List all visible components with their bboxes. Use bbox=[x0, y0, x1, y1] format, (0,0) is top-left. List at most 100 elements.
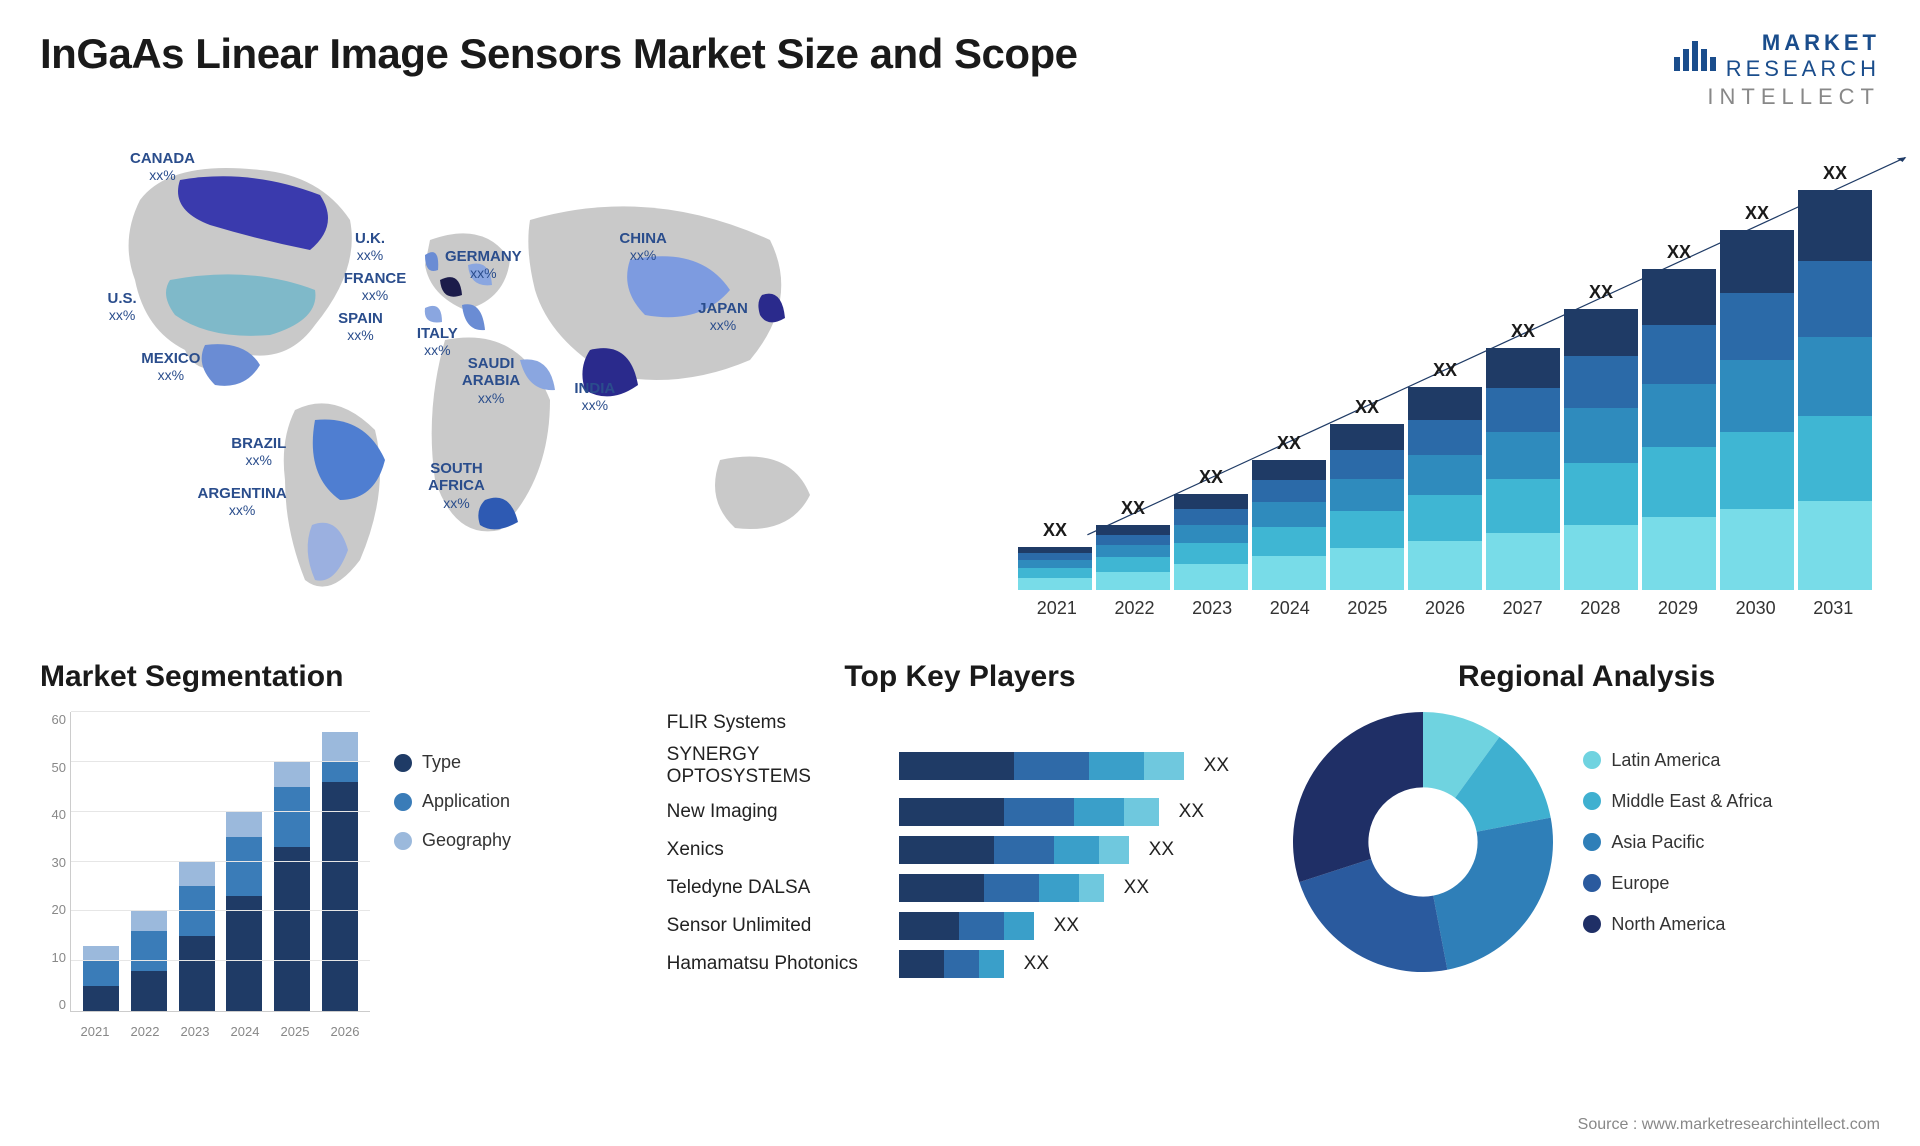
kp-bar bbox=[899, 798, 1159, 826]
map-label-france: FRANCExx% bbox=[344, 270, 407, 305]
growth-bar-segment bbox=[1096, 572, 1170, 590]
seg-bar-segment bbox=[274, 847, 310, 1011]
seg-bar-segment bbox=[179, 862, 215, 887]
regional-panel: Regional Analysis Latin AmericaMiddle Ea… bbox=[1293, 660, 1880, 1042]
growth-bar-label: XX bbox=[1745, 203, 1769, 224]
spain-region bbox=[425, 306, 442, 323]
kp-name: Hamamatsu Photonics bbox=[667, 953, 887, 975]
legend-dot-icon bbox=[394, 832, 412, 850]
regional-legend-item: Latin America bbox=[1583, 750, 1772, 771]
growth-bar-segment bbox=[1018, 578, 1092, 590]
growth-bar-segment bbox=[1330, 450, 1404, 479]
growth-bar-segment bbox=[1564, 356, 1638, 407]
growth-bar-segment bbox=[1174, 509, 1248, 525]
kp-bar-segment bbox=[959, 912, 1004, 940]
seg-bar-2021 bbox=[83, 946, 119, 1011]
growth-bar-2027: XX bbox=[1486, 321, 1560, 590]
seg-ytick: 50 bbox=[40, 760, 66, 775]
growth-bar-segment bbox=[1174, 494, 1248, 509]
seg-bar-segment bbox=[322, 782, 358, 1011]
map-label-uk: U.K.xx% bbox=[355, 230, 385, 265]
kp-bar bbox=[899, 752, 1184, 780]
seg-bar-segment bbox=[83, 961, 119, 986]
growth-bar-segment bbox=[1720, 509, 1794, 590]
kp-bar-segment bbox=[994, 836, 1054, 864]
growth-bar-segment bbox=[1408, 495, 1482, 541]
key-players-panel: Top Key Players FLIR Systems SYNERGY OPTO… bbox=[667, 660, 1254, 1042]
growth-xaxis-tick: 2021 bbox=[1018, 598, 1096, 630]
legend-label: Latin America bbox=[1611, 750, 1720, 771]
source-attribution: Source : www.marketresearchintellect.com bbox=[1578, 1116, 1880, 1134]
seg-bar-segment bbox=[322, 762, 358, 782]
growth-bar-label: XX bbox=[1589, 282, 1613, 303]
growth-bar-segment bbox=[1174, 543, 1248, 565]
seg-ytick: 40 bbox=[40, 807, 66, 822]
kp-value: XX bbox=[1179, 801, 1204, 823]
growth-bar-segment bbox=[1018, 560, 1092, 568]
regional-legend-item: Asia Pacific bbox=[1583, 832, 1772, 853]
kp-value: XX bbox=[1149, 839, 1174, 861]
seg-xtick: 2026 bbox=[331, 1024, 360, 1042]
kp-bar-segment bbox=[1004, 798, 1074, 826]
kp-row: Teledyne DALSAXX bbox=[667, 874, 1254, 902]
kp-name: Sensor Unlimited bbox=[667, 915, 887, 937]
seg-bar-segment bbox=[179, 936, 215, 1011]
key-players-title: Top Key Players bbox=[667, 660, 1254, 694]
seg-bar-segment bbox=[226, 896, 262, 1011]
growth-bar-label: XX bbox=[1433, 360, 1457, 381]
kp-bar-segment bbox=[944, 950, 979, 978]
growth-bar-label: XX bbox=[1823, 163, 1847, 184]
seg-bar-segment bbox=[131, 931, 167, 971]
seg-ytick: 0 bbox=[40, 997, 66, 1012]
legend-label: Middle East & Africa bbox=[1611, 791, 1772, 812]
kp-row: FLIR Systems bbox=[667, 712, 1254, 734]
kp-row: New Imaging XX bbox=[667, 798, 1254, 826]
kp-bar bbox=[899, 836, 1129, 864]
donut-slice bbox=[1300, 859, 1448, 972]
growth-xaxis-tick: 2026 bbox=[1406, 598, 1484, 630]
growth-xaxis-tick: 2029 bbox=[1639, 598, 1717, 630]
map-label-china: CHINAxx% bbox=[619, 230, 667, 265]
growth-bar-segment bbox=[1408, 420, 1482, 456]
kp-name: SYNERGY OPTOSYSTEMS bbox=[667, 744, 887, 788]
growth-bar-2028: XX bbox=[1564, 282, 1638, 590]
growth-bar-2026: XX bbox=[1408, 360, 1482, 590]
regional-legend-item: Middle East & Africa bbox=[1583, 791, 1772, 812]
kp-row: SYNERGY OPTOSYSTEMS XX bbox=[667, 744, 1254, 788]
growth-bar-label: XX bbox=[1043, 520, 1067, 541]
japan-region bbox=[758, 294, 785, 323]
kp-value: XX bbox=[1204, 755, 1229, 777]
kp-bar bbox=[899, 950, 1004, 978]
growth-bar-segment bbox=[1408, 541, 1482, 591]
growth-bar-label: XX bbox=[1277, 433, 1301, 454]
growth-xaxis-tick: 2031 bbox=[1794, 598, 1872, 630]
growth-bar-segment bbox=[1330, 424, 1404, 451]
kp-bar-segment bbox=[979, 950, 1004, 978]
seg-xtick: 2021 bbox=[81, 1024, 110, 1042]
growth-xaxis-tick: 2027 bbox=[1484, 598, 1562, 630]
segmentation-legend: TypeApplicationGeography bbox=[394, 712, 511, 1042]
kp-name: Xenics bbox=[667, 839, 887, 861]
growth-bar-label: XX bbox=[1355, 397, 1379, 418]
growth-bar-2024: XX bbox=[1252, 433, 1326, 590]
world-map-panel: CANADAxx%U.S.xx%MEXICOxx%BRAZILxx%ARGENT… bbox=[40, 130, 940, 630]
growth-bar-segment bbox=[1174, 564, 1248, 590]
kp-bar-segment bbox=[1004, 912, 1034, 940]
kp-bar-segment bbox=[1144, 752, 1184, 780]
growth-bar-segment bbox=[1408, 387, 1482, 420]
growth-bar-segment bbox=[1174, 525, 1248, 543]
kp-row: Xenics XX bbox=[667, 836, 1254, 864]
map-label-brazil: BRAZILxx% bbox=[231, 435, 286, 470]
seg-bar-2025 bbox=[274, 762, 310, 1011]
kp-bar-segment bbox=[1054, 836, 1099, 864]
seg-bar-2023 bbox=[179, 862, 215, 1012]
growth-bar-2022: XX bbox=[1096, 498, 1170, 590]
growth-bar-2031: XX bbox=[1798, 163, 1872, 590]
kp-value: XX bbox=[1024, 953, 1049, 975]
growth-bar-segment bbox=[1330, 479, 1404, 511]
growth-bar-segment bbox=[1720, 293, 1794, 360]
seg-xtick: 2022 bbox=[131, 1024, 160, 1042]
growth-bar-2023: XX bbox=[1174, 467, 1248, 590]
kp-bar-segment bbox=[899, 752, 1014, 780]
kp-name: New Imaging bbox=[667, 801, 887, 823]
